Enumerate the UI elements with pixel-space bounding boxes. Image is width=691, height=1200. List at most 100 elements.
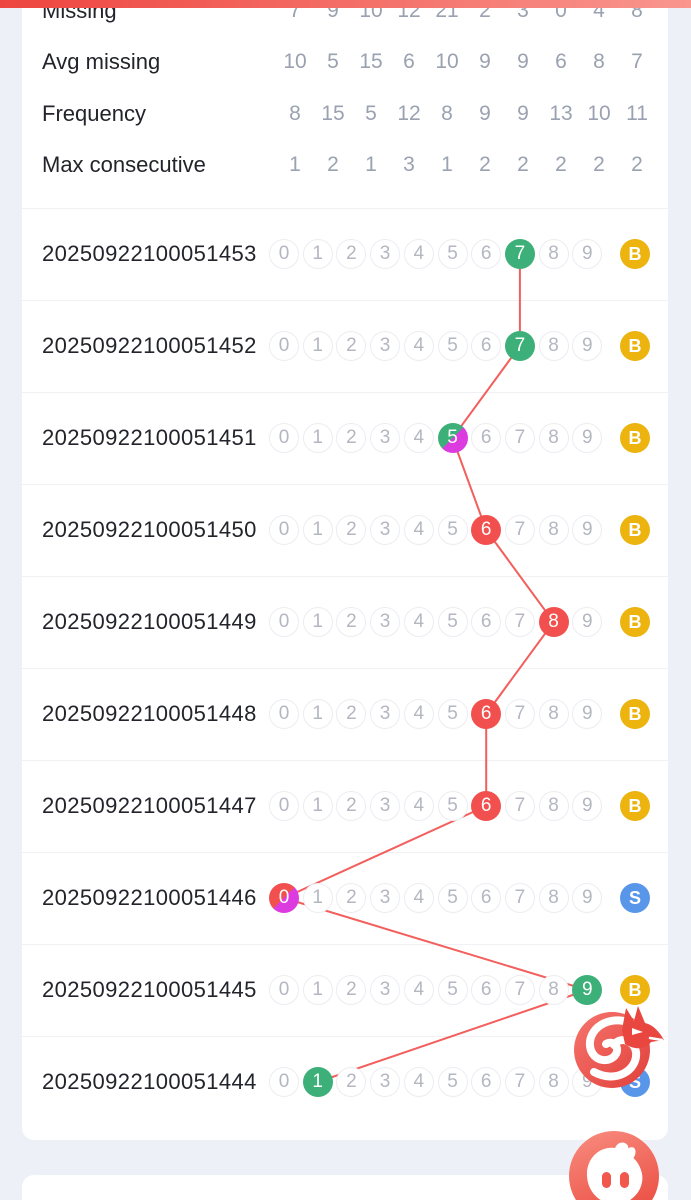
stat-value: 9 bbox=[327, 0, 339, 22]
stats-row-label: Max consecutive bbox=[42, 152, 206, 178]
dragon-logo-icon bbox=[574, 1006, 664, 1088]
draw-row: 20250922100051452 0 1 2 3 4 5 6 7 8 9 B bbox=[22, 300, 668, 392]
digit-cell: 8 bbox=[538, 423, 569, 453]
digit-cell: 6 bbox=[471, 607, 502, 637]
stat-value: 8 bbox=[631, 0, 643, 22]
mascot-float-button[interactable] bbox=[566, 1126, 662, 1200]
stat-value: 3 bbox=[403, 153, 415, 177]
digit-cell: 3 bbox=[370, 423, 401, 453]
draw-id: 20250922100051448 bbox=[42, 701, 257, 726]
stat-value: 15 bbox=[359, 50, 383, 74]
digit-cell: 2 bbox=[336, 239, 367, 269]
stat-value: 10 bbox=[283, 50, 307, 74]
draw-row: 20250922100051450 0 1 2 3 4 5 6 7 8 9 B bbox=[22, 484, 668, 576]
digit-cell: 4 bbox=[403, 423, 434, 453]
digit-cell: 6 bbox=[471, 423, 502, 453]
big-small-badge: B bbox=[620, 975, 650, 1005]
digit-cell: 3 bbox=[370, 975, 401, 1005]
digit-cell: 9 bbox=[572, 791, 603, 821]
stat-value: 11 bbox=[626, 101, 648, 125]
stat-value: 2 bbox=[479, 153, 491, 177]
digit-cell: 7 bbox=[504, 699, 535, 729]
digit-cell: 5 bbox=[437, 699, 468, 729]
stat-value: 10 bbox=[435, 50, 459, 74]
digit-cell: 7 bbox=[504, 975, 535, 1005]
big-small-badge: S bbox=[620, 883, 650, 913]
digit-cell: 4 bbox=[403, 791, 434, 821]
big-small-badge: B bbox=[620, 239, 650, 269]
digit-cell: 3 bbox=[370, 607, 401, 637]
digit-cell: 6 bbox=[471, 883, 502, 913]
digit-cell: 7 bbox=[504, 1067, 535, 1097]
digit-cell: 0 bbox=[269, 1067, 299, 1097]
digit-cell-hit: 7 bbox=[504, 331, 535, 361]
digit-cell: 0 bbox=[269, 515, 299, 545]
digit-cell: 9 bbox=[572, 423, 603, 453]
stat-value: 12 bbox=[397, 101, 421, 125]
digit-cell: 8 bbox=[538, 975, 569, 1005]
digit-cell: 7 bbox=[504, 607, 535, 637]
digit-cell: 3 bbox=[370, 515, 401, 545]
digit-cell: 4 bbox=[403, 699, 434, 729]
digit-cell: 1 bbox=[302, 975, 333, 1005]
stat-value: 7 bbox=[631, 50, 643, 74]
stat-value: 5 bbox=[365, 101, 377, 125]
stat-value: 4 bbox=[593, 0, 605, 22]
digit-cell: 0 bbox=[269, 975, 299, 1005]
draw-rows: 20250922100051453 0 1 2 3 4 5 6 7 8 9 B 202509221000… bbox=[22, 0, 668, 1140]
stat-value: 2 bbox=[479, 0, 491, 22]
digit-cell: 3 bbox=[370, 791, 401, 821]
stats-row-label: Avg missing bbox=[42, 49, 161, 75]
stat-value: 10 bbox=[587, 101, 611, 125]
digit-cell: 2 bbox=[336, 1067, 367, 1097]
stats-row-label: Frequency bbox=[42, 100, 146, 126]
digit-cell: 2 bbox=[336, 607, 367, 637]
digit-cell: 2 bbox=[336, 515, 367, 545]
draw-id: 20250922100051450 bbox=[42, 517, 257, 542]
stat-value: 7 bbox=[289, 0, 301, 22]
stat-value: 1 bbox=[289, 153, 301, 177]
digit-cell: 0 bbox=[269, 423, 299, 453]
digit-cell: 1 bbox=[302, 791, 333, 821]
stat-value: 2 bbox=[593, 153, 605, 177]
big-small-badge: B bbox=[620, 331, 650, 361]
row-separator bbox=[22, 208, 668, 209]
stat-value: 2 bbox=[517, 153, 529, 177]
digit-cell: 5 bbox=[437, 791, 468, 821]
digit-cell: 2 bbox=[336, 699, 367, 729]
stat-value: 6 bbox=[403, 50, 415, 74]
digit-cell: 4 bbox=[403, 239, 434, 269]
digit-cell: 0 bbox=[269, 699, 299, 729]
digit-cell: 7 bbox=[504, 423, 535, 453]
digit-cell: 5 bbox=[437, 607, 468, 637]
draw-id: 20250922100051453 bbox=[42, 241, 257, 266]
digit-cell-hit: 7 bbox=[504, 239, 535, 269]
big-small-badge: B bbox=[620, 699, 650, 729]
digit-cell: 2 bbox=[336, 791, 367, 821]
digit-cell: 2 bbox=[336, 883, 367, 913]
draw-row: 20250922100051448 0 1 2 3 4 5 6 7 8 9 B bbox=[22, 668, 668, 760]
digit-cell: 8 bbox=[538, 883, 569, 913]
draw-id: 20250922100051446 bbox=[42, 885, 257, 910]
digit-cell: 1 bbox=[302, 607, 333, 637]
digit-cell: 0 bbox=[269, 791, 299, 821]
digit-cell-hit: 6 bbox=[471, 791, 502, 821]
stat-value: 0 bbox=[555, 0, 567, 22]
digit-cell: 0 bbox=[269, 331, 299, 361]
digit-cell: 8 bbox=[538, 791, 569, 821]
stat-value: 8 bbox=[289, 101, 301, 125]
stats-row: Avg missing 10 5 15 6 10 9 9 6 8 7 bbox=[22, 37, 668, 89]
draw-id: 20250922100051449 bbox=[42, 609, 257, 634]
digit-cell: 4 bbox=[403, 975, 434, 1005]
digit-cell: 2 bbox=[336, 423, 367, 453]
digit-cell: 8 bbox=[538, 331, 569, 361]
digit-cell: 3 bbox=[370, 331, 401, 361]
digit-cell: 9 bbox=[572, 883, 603, 913]
digit-cell: 1 bbox=[302, 515, 333, 545]
digit-cell-hit: 6 bbox=[471, 699, 502, 729]
digit-cell-hit: 0 bbox=[269, 883, 299, 913]
digit-cell: 5 bbox=[437, 331, 468, 361]
trend-card: Missing 7 9 10 12 21 2 3 0 4 8 Avg missing 10 5 15 6 10 9… bbox=[22, 0, 668, 1140]
digit-cell: 9 bbox=[572, 331, 603, 361]
stat-value: 1 bbox=[441, 153, 453, 177]
